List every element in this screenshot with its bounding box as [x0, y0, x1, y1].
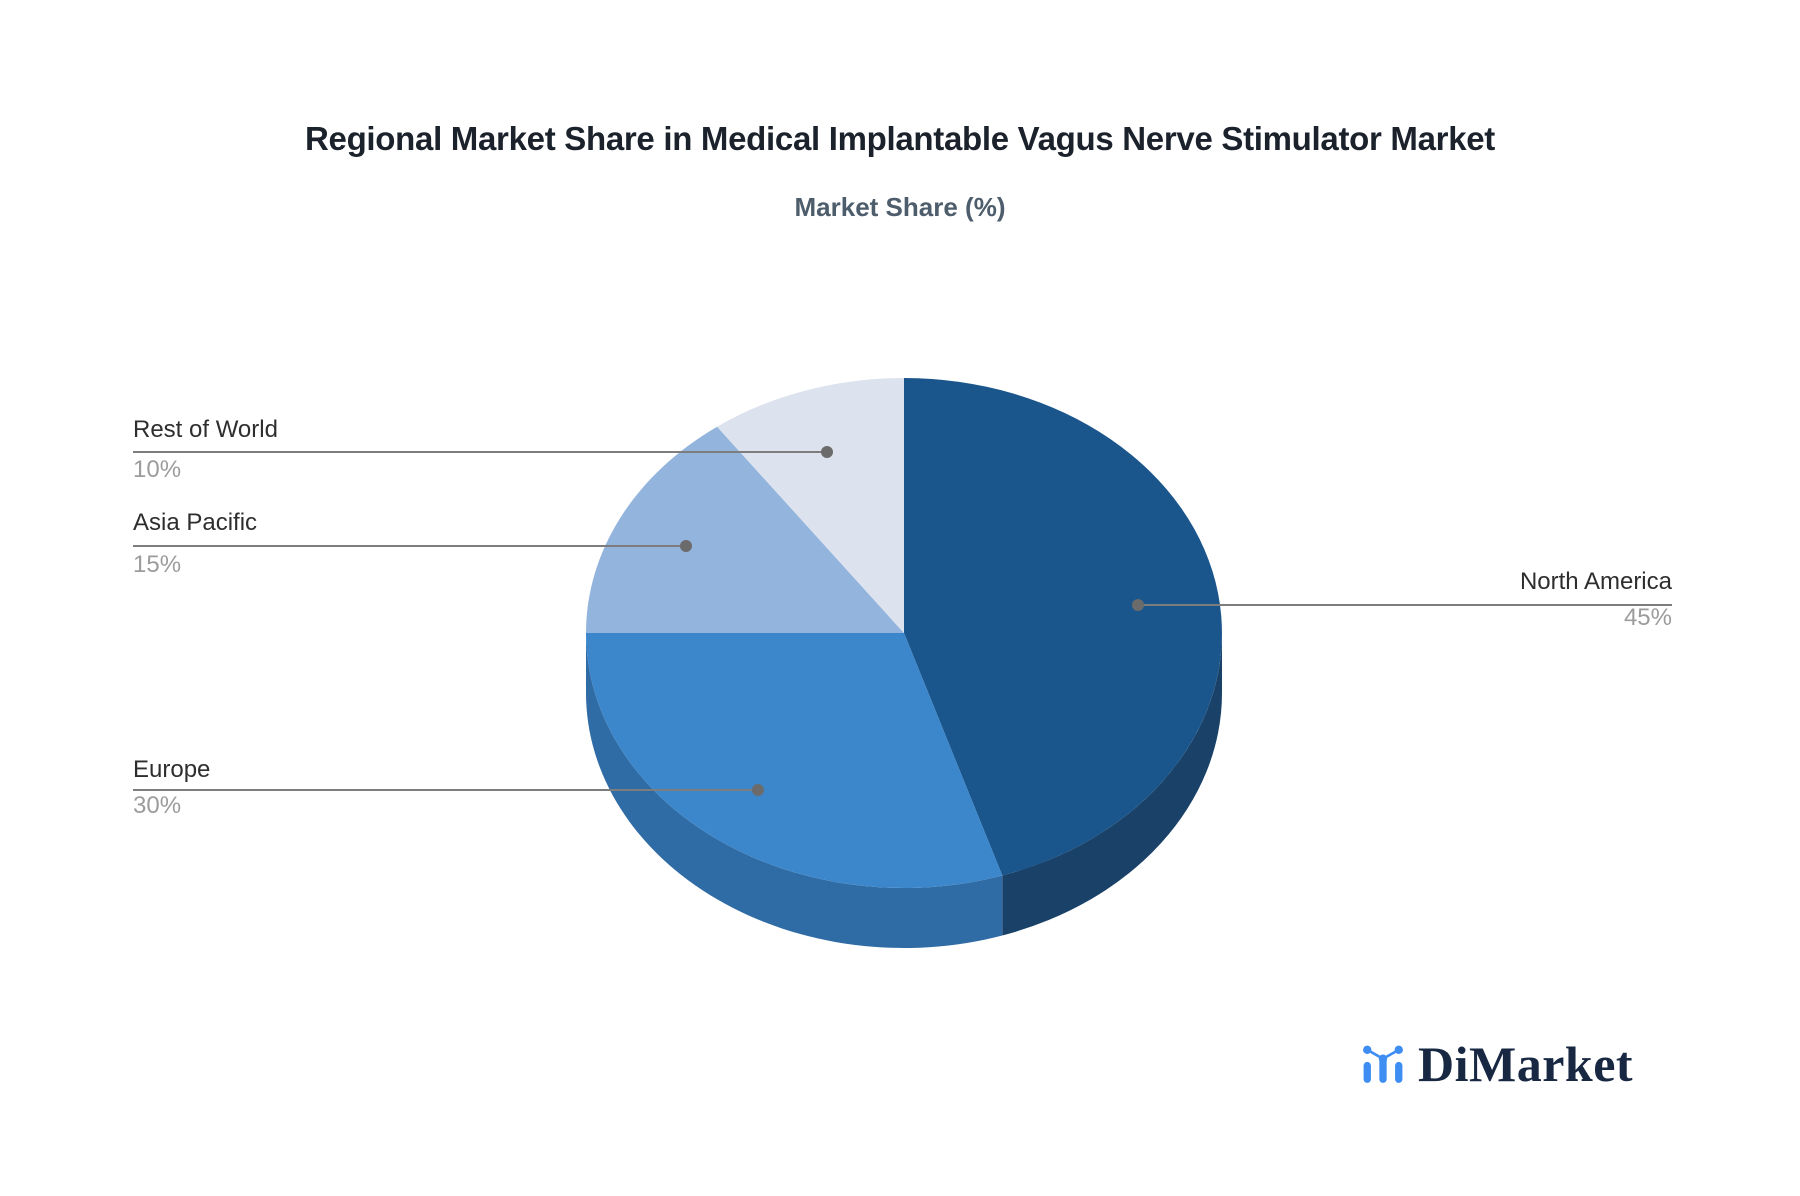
brand-logo-text: DiMarket: [1418, 1036, 1634, 1092]
pie-side-europe: [586, 633, 1003, 948]
slice-pct-asia-pacific: 15%: [133, 551, 182, 578]
chart-subtitle: Market Share (%): [794, 192, 1006, 222]
pie-slice-asia-pacific: [586, 426, 904, 633]
callout-dots: [680, 446, 1144, 796]
bar-chart-with-trend-dots-icon: [1363, 1045, 1403, 1083]
slice-label-europe: Europe: [133, 756, 211, 783]
slice-pct-europe: 30%: [133, 792, 182, 819]
pie-slice-north-america: [904, 378, 1222, 876]
callout-dot-north-america: [1132, 599, 1144, 611]
pie-slice-rest-of-world: [717, 378, 904, 633]
slice-label-north-america: North America: [1519, 568, 1672, 595]
pie-side-north-america: [1002, 633, 1222, 936]
chart-title: Regional Market Share in Medical Implant…: [304, 120, 1495, 157]
callout-lines: [133, 451, 1672, 791]
slice-pct-north-america: 45%: [1623, 604, 1672, 631]
pie-slice-europe: [586, 633, 1003, 888]
brand-logo: DiMarket: [1362, 1036, 1634, 1092]
callout-dot-asia-pacific: [680, 540, 692, 552]
slice-label-rest-of-world: Rest of World: [133, 416, 278, 443]
callout-dot-rest-of-world: [821, 446, 833, 458]
slice-pct-rest-of-world: 10%: [133, 456, 182, 483]
callout-dot-europe: [752, 784, 764, 796]
slice-label-asia-pacific: Asia Pacific: [133, 509, 258, 536]
